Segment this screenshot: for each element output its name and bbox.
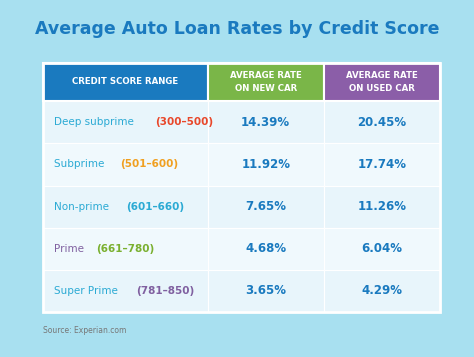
FancyBboxPatch shape bbox=[324, 62, 440, 101]
Text: AVERAGE RATE
ON USED CAR: AVERAGE RATE ON USED CAR bbox=[346, 71, 418, 92]
FancyBboxPatch shape bbox=[208, 228, 324, 270]
FancyBboxPatch shape bbox=[208, 144, 324, 186]
FancyBboxPatch shape bbox=[43, 228, 208, 270]
Text: CREDIT SCORE RANGE: CREDIT SCORE RANGE bbox=[72, 77, 178, 86]
FancyBboxPatch shape bbox=[208, 186, 324, 228]
FancyBboxPatch shape bbox=[324, 144, 440, 186]
Text: 4.29%: 4.29% bbox=[362, 285, 402, 297]
Text: 14.39%: 14.39% bbox=[241, 116, 290, 129]
Text: 6.04%: 6.04% bbox=[362, 242, 402, 255]
FancyBboxPatch shape bbox=[208, 62, 324, 101]
Text: Source: Experian.com: Source: Experian.com bbox=[43, 326, 126, 335]
FancyBboxPatch shape bbox=[324, 186, 440, 228]
Text: Prime: Prime bbox=[54, 244, 90, 254]
FancyBboxPatch shape bbox=[208, 101, 324, 144]
Text: Non-prime: Non-prime bbox=[54, 202, 115, 212]
FancyBboxPatch shape bbox=[324, 101, 440, 144]
Text: 11.92%: 11.92% bbox=[241, 158, 290, 171]
Text: AVERAGE RATE
ON NEW CAR: AVERAGE RATE ON NEW CAR bbox=[230, 71, 301, 92]
Text: 11.26%: 11.26% bbox=[357, 200, 407, 213]
Text: Subprime: Subprime bbox=[54, 160, 110, 170]
Text: 20.45%: 20.45% bbox=[357, 116, 407, 129]
Text: Super Prime: Super Prime bbox=[54, 286, 124, 296]
Text: 3.65%: 3.65% bbox=[245, 285, 286, 297]
Text: (501–600): (501–600) bbox=[120, 160, 179, 170]
Text: (781–850): (781–850) bbox=[137, 286, 194, 296]
FancyBboxPatch shape bbox=[43, 186, 208, 228]
Text: Average Auto Loan Rates by Credit Score: Average Auto Loan Rates by Credit Score bbox=[35, 20, 439, 38]
FancyBboxPatch shape bbox=[208, 270, 324, 312]
FancyBboxPatch shape bbox=[43, 270, 208, 312]
Text: 4.68%: 4.68% bbox=[245, 242, 286, 255]
Text: (300–500): (300–500) bbox=[155, 117, 213, 127]
Text: 7.65%: 7.65% bbox=[245, 200, 286, 213]
Text: (601–660): (601–660) bbox=[126, 202, 184, 212]
FancyBboxPatch shape bbox=[43, 62, 208, 101]
FancyBboxPatch shape bbox=[43, 144, 208, 186]
FancyBboxPatch shape bbox=[324, 270, 440, 312]
Text: (661–780): (661–780) bbox=[97, 244, 155, 254]
FancyBboxPatch shape bbox=[43, 101, 208, 144]
Text: Deep subprime: Deep subprime bbox=[54, 117, 140, 127]
Text: 17.74%: 17.74% bbox=[357, 158, 407, 171]
FancyBboxPatch shape bbox=[324, 228, 440, 270]
